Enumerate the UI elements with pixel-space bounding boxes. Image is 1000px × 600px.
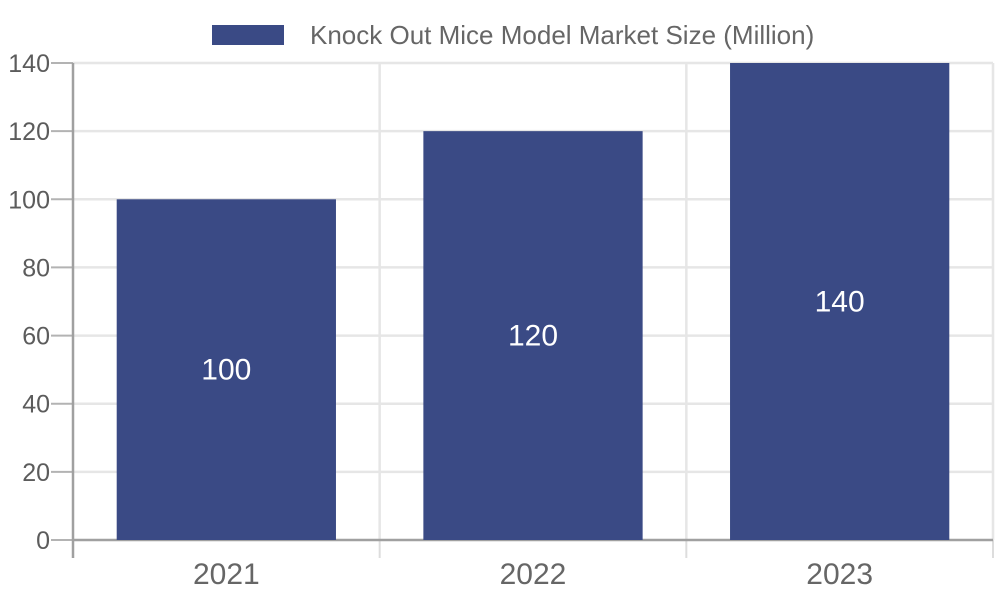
y-axis-tick-label: 60 <box>22 323 50 351</box>
bar-2023[interactable] <box>730 63 950 540</box>
y-axis-tick-label: 0 <box>36 527 50 555</box>
y-axis-tick-label: 40 <box>22 391 50 419</box>
x-axis-category-label[interactable]: 2023 <box>806 558 873 591</box>
y-axis-tick-label: 140 <box>8 50 50 78</box>
bar-value-label: 120 <box>508 320 558 353</box>
y-axis-tick-label: 80 <box>22 254 50 282</box>
legend-label: Knock Out Mice Model Market Size (Millio… <box>310 20 815 50</box>
x-axis-category-label[interactable]: 2021 <box>193 558 260 591</box>
y-axis-tick-label: 100 <box>8 186 50 214</box>
y-axis-tick-label: 20 <box>22 459 50 487</box>
legend-swatch <box>212 25 284 45</box>
y-axis-tick-label: 120 <box>8 118 50 146</box>
bar-2022[interactable] <box>423 131 643 540</box>
bar-value-label: 140 <box>815 286 865 319</box>
chart-legend[interactable]: Knock Out Mice Model Market Size (Millio… <box>212 22 814 48</box>
bar-2021[interactable] <box>116 199 336 541</box>
x-axis-category-label[interactable]: 2022 <box>500 558 567 591</box>
bar-value-label: 100 <box>201 354 251 387</box>
